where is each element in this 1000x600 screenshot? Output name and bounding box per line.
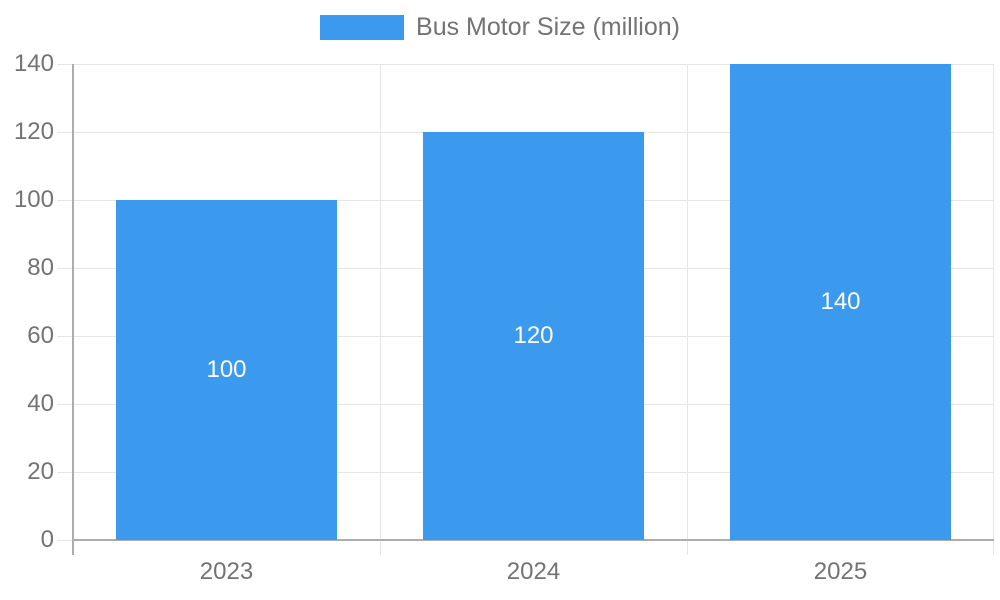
y-axis-tick-label: 100 (13, 186, 54, 213)
y-axis-tick-label: 80 (27, 254, 54, 281)
y-axis-tick-label: 140 (13, 50, 54, 77)
x-axis-line (72, 539, 994, 541)
bar-2023[interactable] (116, 200, 337, 540)
y-axis-tick-label: 60 (27, 322, 54, 349)
y-axis-line (72, 64, 74, 555)
x-axis-tick-label: 2025 (813, 558, 868, 585)
plot-right-border (993, 64, 994, 555)
bar-value-label: 120 (513, 322, 554, 349)
bar-2025[interactable] (730, 64, 951, 540)
legend-swatch[interactable] (320, 15, 405, 41)
y-axis-tick-label: 20 (27, 458, 54, 485)
bar-2024[interactable] (423, 132, 644, 540)
bar-value-label: 140 (820, 288, 861, 315)
y-gridline (57, 63, 994, 65)
y-axis-tick-label: 40 (27, 390, 54, 417)
bar-value-label: 100 (206, 356, 247, 383)
x-axis-tick-label: 2023 (199, 558, 254, 585)
x-axis-tick-label: 2024 (506, 558, 561, 585)
legend[interactable]: Bus Motor Size (million) (0, 13, 1000, 42)
x-gridline (687, 64, 688, 555)
y-axis-tick-label: 0 (40, 526, 54, 553)
x-gridline (380, 64, 381, 555)
y-axis-tick-label: 120 (13, 118, 54, 145)
legend-label: Bus Motor Size (million) (416, 13, 680, 41)
